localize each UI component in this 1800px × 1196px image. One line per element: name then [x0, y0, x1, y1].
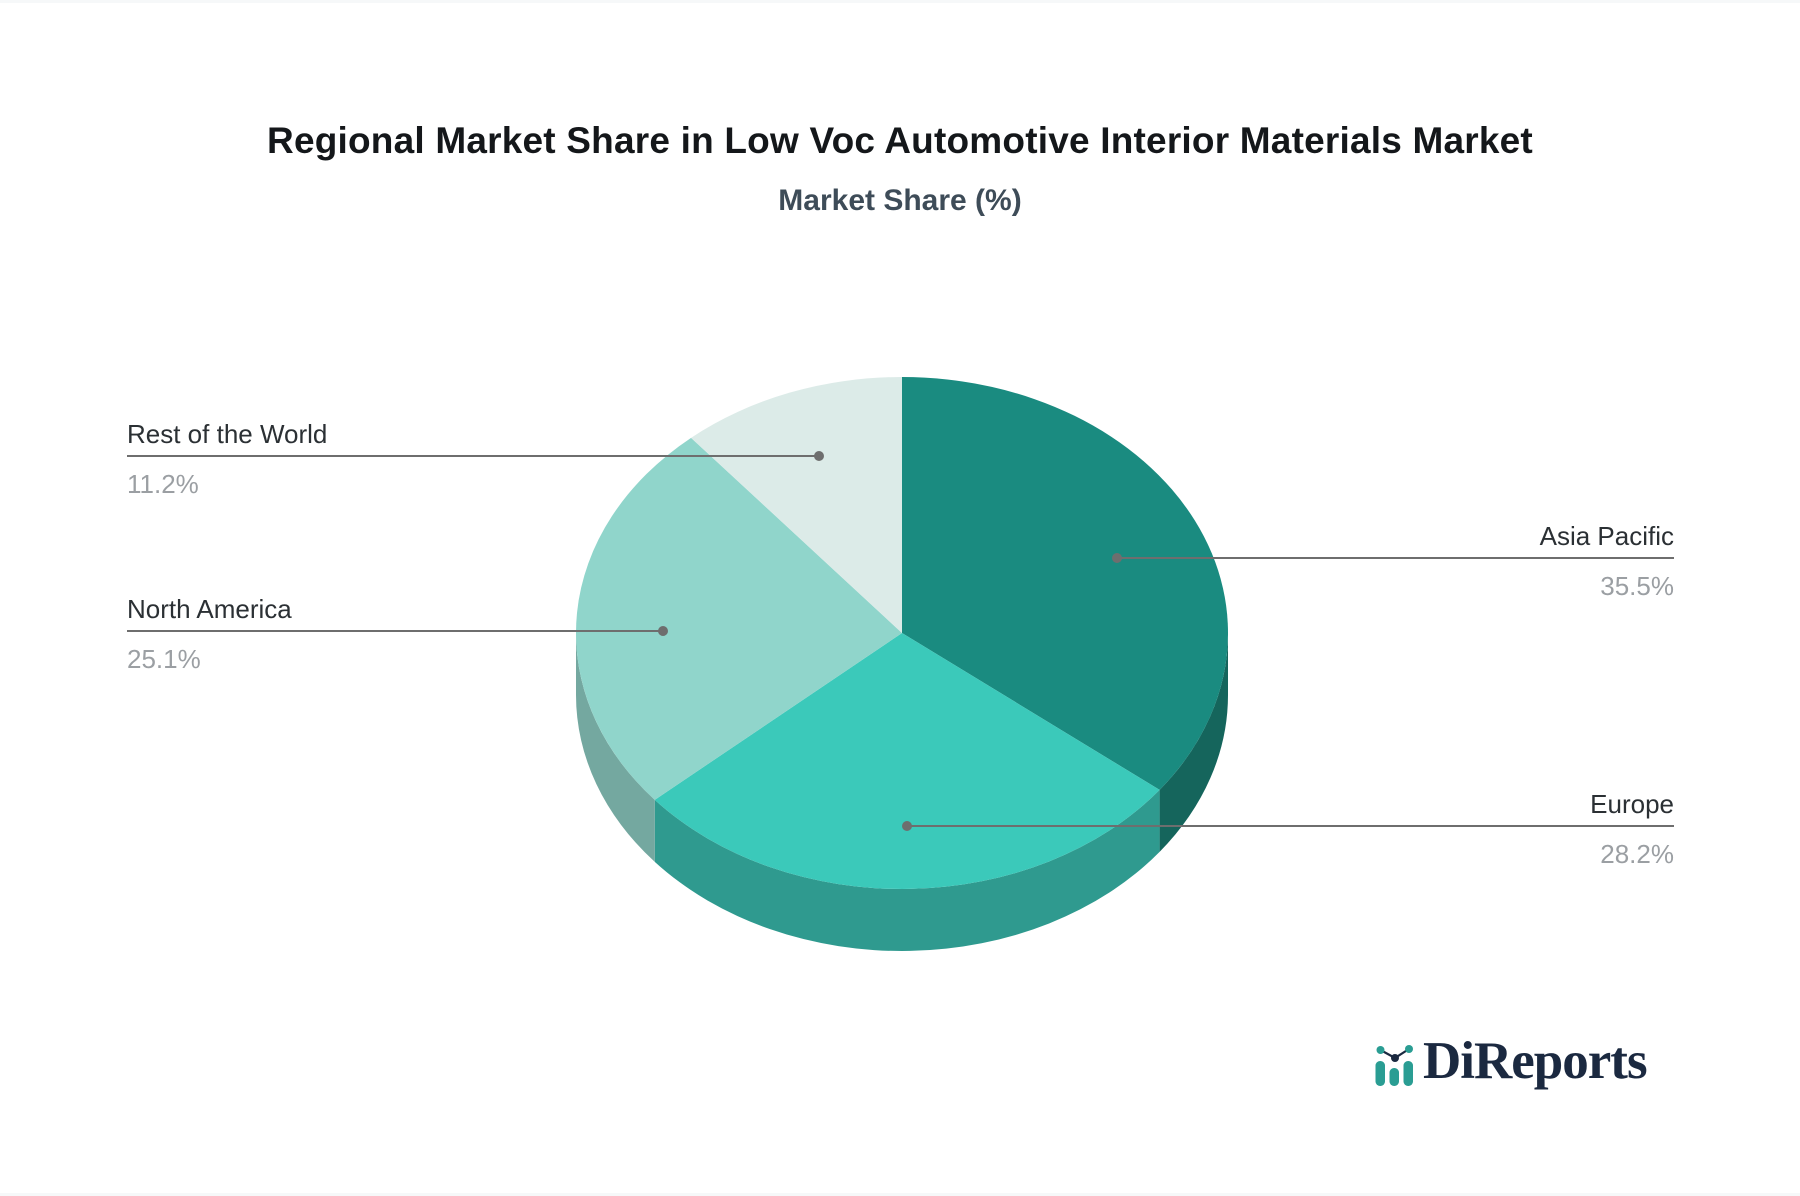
- page-edge-divider-top: [0, 0, 1800, 3]
- pie-slice-asia-pacific[interactable]: [902, 377, 1228, 790]
- leader-dot-asia-pacific: [1112, 553, 1122, 563]
- slice-value: 35.5%: [1600, 571, 1674, 601]
- pie-slice-rest-of-the-world[interactable]: [691, 377, 902, 633]
- label-rest-of-the-world: Rest of the World 11.2%: [127, 418, 687, 500]
- slice-value: 11.2%: [127, 469, 199, 499]
- label-asia-pacific: Asia Pacific 35.5%: [1114, 520, 1674, 602]
- page-edge-divider-bottom: [0, 1193, 1800, 1196]
- pie-slice-side-asia-pacific: [1159, 633, 1228, 852]
- pie-slice-side-north-america: [576, 633, 655, 862]
- chart-subtitle: Market Share (%): [778, 184, 1022, 217]
- pie-slice-side-europe: [654, 789, 1160, 951]
- leader-dot-rest-of-the-world: [814, 451, 824, 461]
- slice-label: North America: [127, 594, 292, 624]
- slice-value: 28.2%: [1600, 839, 1674, 869]
- slice-value: 25.1%: [127, 644, 201, 674]
- slice-label: Europe: [1590, 789, 1674, 819]
- label-europe: Europe 28.2%: [1114, 788, 1674, 870]
- logo-text: DiReports: [1423, 1032, 1648, 1090]
- bar-line-chart-icon: [1375, 1045, 1413, 1086]
- pie-slice-north-america[interactable]: [575, 437, 902, 800]
- chart-title: Regional Market Share in Low Voc Automot…: [267, 120, 1533, 161]
- label-north-america: North America 25.1%: [127, 593, 687, 675]
- slice-label: Asia Pacific: [1539, 521, 1674, 551]
- direports-logo: DiReports: [1374, 1028, 1648, 1090]
- leader-dot-europe: [902, 821, 912, 831]
- slice-label: Rest of the World: [127, 419, 328, 449]
- leader-dot-north-america: [658, 626, 668, 636]
